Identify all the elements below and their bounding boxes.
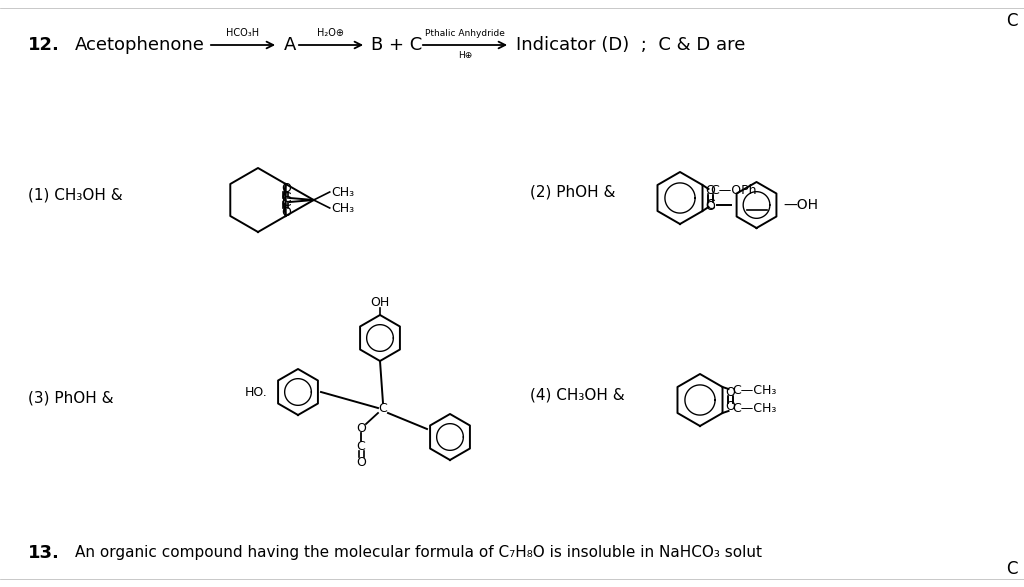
Text: C: C [356, 440, 366, 453]
Text: (1) CH₃OH &: (1) CH₃OH & [28, 187, 123, 203]
Text: O: O [281, 205, 291, 218]
Text: C: C [379, 402, 387, 414]
Text: —OH: —OH [783, 198, 818, 212]
Text: (3) PhOH &: (3) PhOH & [28, 390, 114, 406]
Text: O: O [281, 181, 291, 194]
Text: C: C [1007, 12, 1018, 30]
Text: C: C [706, 198, 716, 212]
Text: O: O [706, 201, 716, 214]
Text: C—CH₃: C—CH₃ [732, 384, 777, 397]
Text: B + C: B + C [371, 36, 422, 54]
Text: O: O [356, 421, 366, 434]
Text: O: O [726, 400, 735, 413]
Text: C: C [281, 191, 291, 205]
Text: CH₃: CH₃ [332, 201, 355, 214]
Text: Acetophenone: Acetophenone [75, 36, 205, 54]
Text: A: A [284, 36, 296, 54]
Text: O: O [356, 456, 366, 468]
Text: (4) CH₃OH &: (4) CH₃OH & [530, 387, 625, 403]
Text: C—OPh: C—OPh [711, 184, 757, 197]
Text: H⊕: H⊕ [458, 51, 472, 60]
Text: HO.: HO. [246, 386, 268, 399]
Text: Indicator (D)  ;  C & D are: Indicator (D) ; C & D are [516, 36, 745, 54]
Text: CH₃: CH₃ [332, 185, 355, 198]
Text: O: O [726, 386, 735, 400]
Text: HCO₃H: HCO₃H [226, 28, 259, 38]
Text: H₂O⊕: H₂O⊕ [317, 28, 344, 38]
Text: C: C [1007, 560, 1018, 578]
Text: 13.: 13. [28, 544, 59, 562]
Text: OH: OH [371, 296, 389, 309]
Text: C: C [281, 195, 291, 209]
Text: C—CH₃: C—CH₃ [732, 403, 777, 416]
Text: (2) PhOH &: (2) PhOH & [530, 184, 615, 200]
Text: Pthalic Anhydride: Pthalic Anhydride [425, 29, 505, 38]
Text: 12.: 12. [28, 36, 59, 54]
Text: An organic compound having the molecular formula of C₇H₈O is insoluble in NaHCO₃: An organic compound having the molecular… [75, 545, 762, 561]
Text: O: O [706, 184, 716, 197]
